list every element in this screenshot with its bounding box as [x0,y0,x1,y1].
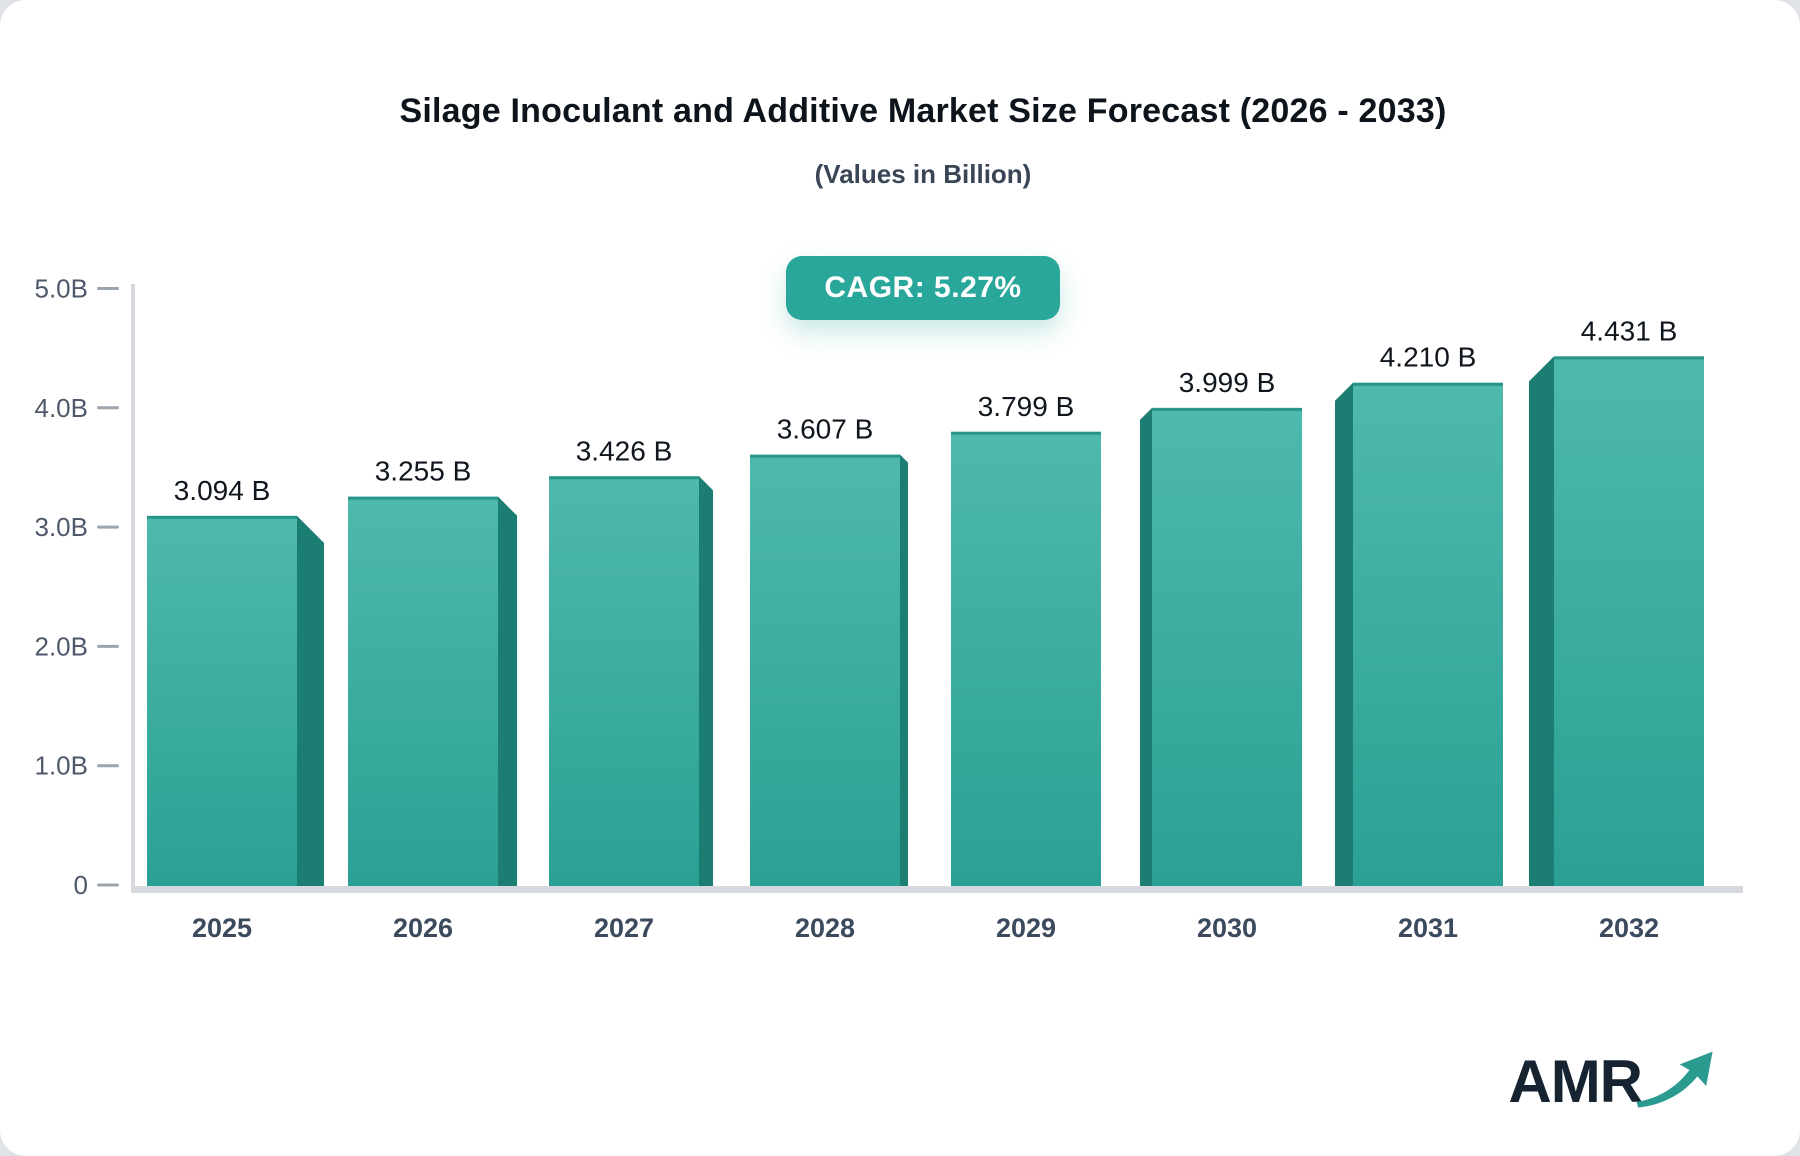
y-tick-label: 4.0B [35,393,89,423]
x-tick-label: 2032 [1599,913,1659,943]
bar [951,431,1101,889]
cagr-badge: CAGR: 5.27% [786,256,1060,320]
x-tick-label: 2031 [1398,913,1458,943]
bar-value-label: 3.607 B [777,414,874,445]
bar-value-label: 3.426 B [576,435,673,466]
bar-side [498,496,517,889]
bar-side [900,454,908,889]
y-tick-label: 5.0B [35,274,89,304]
chart-subtitle: (Values in Billion) [814,159,1032,189]
amr-logo-text: AMR [1508,1048,1643,1115]
y-tick [97,406,119,410]
bar-side [1335,382,1353,889]
bar-side [699,476,713,889]
bar [1152,407,1302,889]
y-tick-label: 0 [74,870,88,900]
bar-value-label: 3.094 B [174,475,271,506]
y-tick-label: 2.0B [35,631,89,661]
chart-svg: 0 1.0B 2.0B 3.0B 4.0B 5.0B 3.094 B 2025 3.255 B 2… [35,274,1743,943]
amr-logo: AMR [1508,1046,1718,1112]
cagr-badge-row: CAGR: 5.27% [0,256,1800,320]
x-axis-line [131,886,1743,893]
chart-header: Silage Inoculant and Additive Market Siz… [0,92,1800,190]
bar-value-label: 4.431 B [1581,315,1678,346]
bar-side [297,515,324,889]
growth-arrow-icon [1636,1051,1713,1108]
bar-side [1140,407,1152,889]
bar [1353,382,1503,889]
x-tick-label: 2028 [795,913,855,943]
bar [348,496,498,889]
bar [1554,356,1704,889]
y-tick [97,525,119,529]
x-tick-label: 2026 [393,913,453,943]
bar [147,515,297,889]
x-tick-label: 2027 [594,913,654,943]
y-axis-line [131,284,135,893]
bar-value-label: 4.210 B [1380,342,1477,373]
bar [549,476,699,889]
y-tick [97,883,119,887]
y-tick-label: 1.0B [35,751,89,781]
x-tick-label: 2029 [996,913,1056,943]
y-tick [97,287,119,290]
bar-value-label: 3.999 B [1179,367,1276,398]
y-tick-label: 3.0B [35,512,89,542]
bar-value-label: 3.799 B [978,391,1075,422]
x-tick-label: 2025 [192,913,252,943]
bar-side [1529,356,1554,889]
bar-chart: 0 1.0B 2.0B 3.0B 4.0B 5.0B 3.094 B 2025 3.255 B 2… [0,240,1800,980]
x-tick-label: 2030 [1197,913,1257,943]
bar-value-label: 3.255 B [375,456,472,487]
y-tick [97,644,119,648]
bar [750,454,900,889]
page-title: Silage Inoculant and Additive Market Siz… [399,92,1447,130]
y-tick [97,764,119,768]
